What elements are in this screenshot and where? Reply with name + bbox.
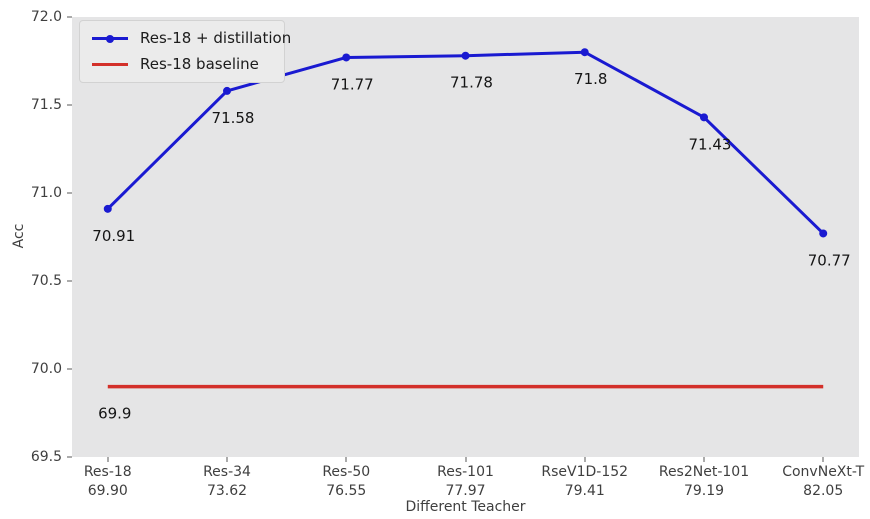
y-tick-mark bbox=[67, 368, 72, 370]
y-tick-label: 70.5 bbox=[30, 273, 62, 289]
plot-area: 69.9 70.91 71.58 71.77 71.78 71.8 71.43 70.77 R… bbox=[72, 17, 859, 457]
y-tick-mark bbox=[67, 456, 72, 458]
x-tick-mark bbox=[702, 457, 705, 462]
x-tick-mark bbox=[106, 457, 109, 462]
y-tick-label: 69.5 bbox=[30, 449, 62, 465]
x-tick-label: ConvNeXt-T 82.05 bbox=[782, 464, 865, 499]
x-axis-title: Different Teacher bbox=[405, 499, 526, 515]
data-point-label: 71.78 bbox=[450, 74, 493, 92]
x-tick-label: Res-34 73.62 bbox=[203, 464, 251, 499]
data-point-marker bbox=[103, 204, 112, 213]
y-tick-label: 71.5 bbox=[30, 97, 62, 113]
y-tick-mark bbox=[67, 16, 72, 18]
y-tick-label: 72.0 bbox=[30, 9, 62, 25]
x-tick-label: Res-101 77.97 bbox=[437, 464, 494, 499]
legend-label-distillation: Res-18 + distillation bbox=[140, 29, 292, 47]
y-tick-mark bbox=[67, 192, 72, 194]
chart-canvas: 69.9 70.91 71.58 71.77 71.78 71.8 71.43 70.77 bbox=[92, 48, 851, 423]
data-point-label: 71.58 bbox=[212, 109, 255, 127]
legend-red-line-sample bbox=[92, 63, 128, 66]
x-tick-mark bbox=[583, 457, 586, 462]
x-tick-mark bbox=[226, 457, 228, 462]
data-point-marker bbox=[819, 229, 828, 238]
data-point-marker bbox=[699, 113, 708, 122]
legend: Res-18 + distillation Res-18 baseline bbox=[79, 20, 291, 83]
data-point-label: 71.8 bbox=[574, 70, 607, 88]
y-tick-mark bbox=[67, 280, 72, 282]
data-point-marker bbox=[580, 48, 589, 57]
y-tick-label: 71.0 bbox=[30, 185, 62, 201]
x-tick-mark bbox=[822, 457, 825, 462]
data-point-label: 71.77 bbox=[331, 75, 374, 93]
x-tick-label: Res-18 69.90 bbox=[83, 464, 132, 499]
legend-label-baseline: Res-18 baseline bbox=[140, 55, 259, 73]
x-tick-mark bbox=[464, 457, 467, 462]
y-axis-title: Acc bbox=[11, 223, 27, 249]
legend-blue-line-sample bbox=[92, 34, 128, 43]
x-tick-label: Res2Net-101 79.19 bbox=[658, 464, 750, 499]
y-tick-label: 70.0 bbox=[30, 361, 62, 377]
data-point-label: 70.91 bbox=[92, 227, 135, 245]
legend-item-distillation: Res-18 + distillation bbox=[92, 29, 291, 48]
data-point-marker bbox=[461, 51, 470, 60]
x-tick-label: Res-50 76.55 bbox=[322, 464, 371, 499]
data-point-marker bbox=[223, 86, 232, 95]
y-tick-mark bbox=[67, 104, 72, 106]
legend-item-baseline: Res-18 baseline bbox=[92, 55, 274, 74]
data-point-label: 70.77 bbox=[808, 251, 851, 269]
data-point-marker bbox=[342, 53, 351, 62]
legend-dot-marker bbox=[106, 34, 114, 43]
baseline-value-label: 69.9 bbox=[98, 405, 131, 423]
data-point-label: 71.43 bbox=[689, 135, 732, 153]
plot-background bbox=[72, 17, 859, 457]
x-tick-label: RseV1D-152 79.41 bbox=[541, 464, 629, 499]
x-tick-mark bbox=[345, 457, 348, 462]
